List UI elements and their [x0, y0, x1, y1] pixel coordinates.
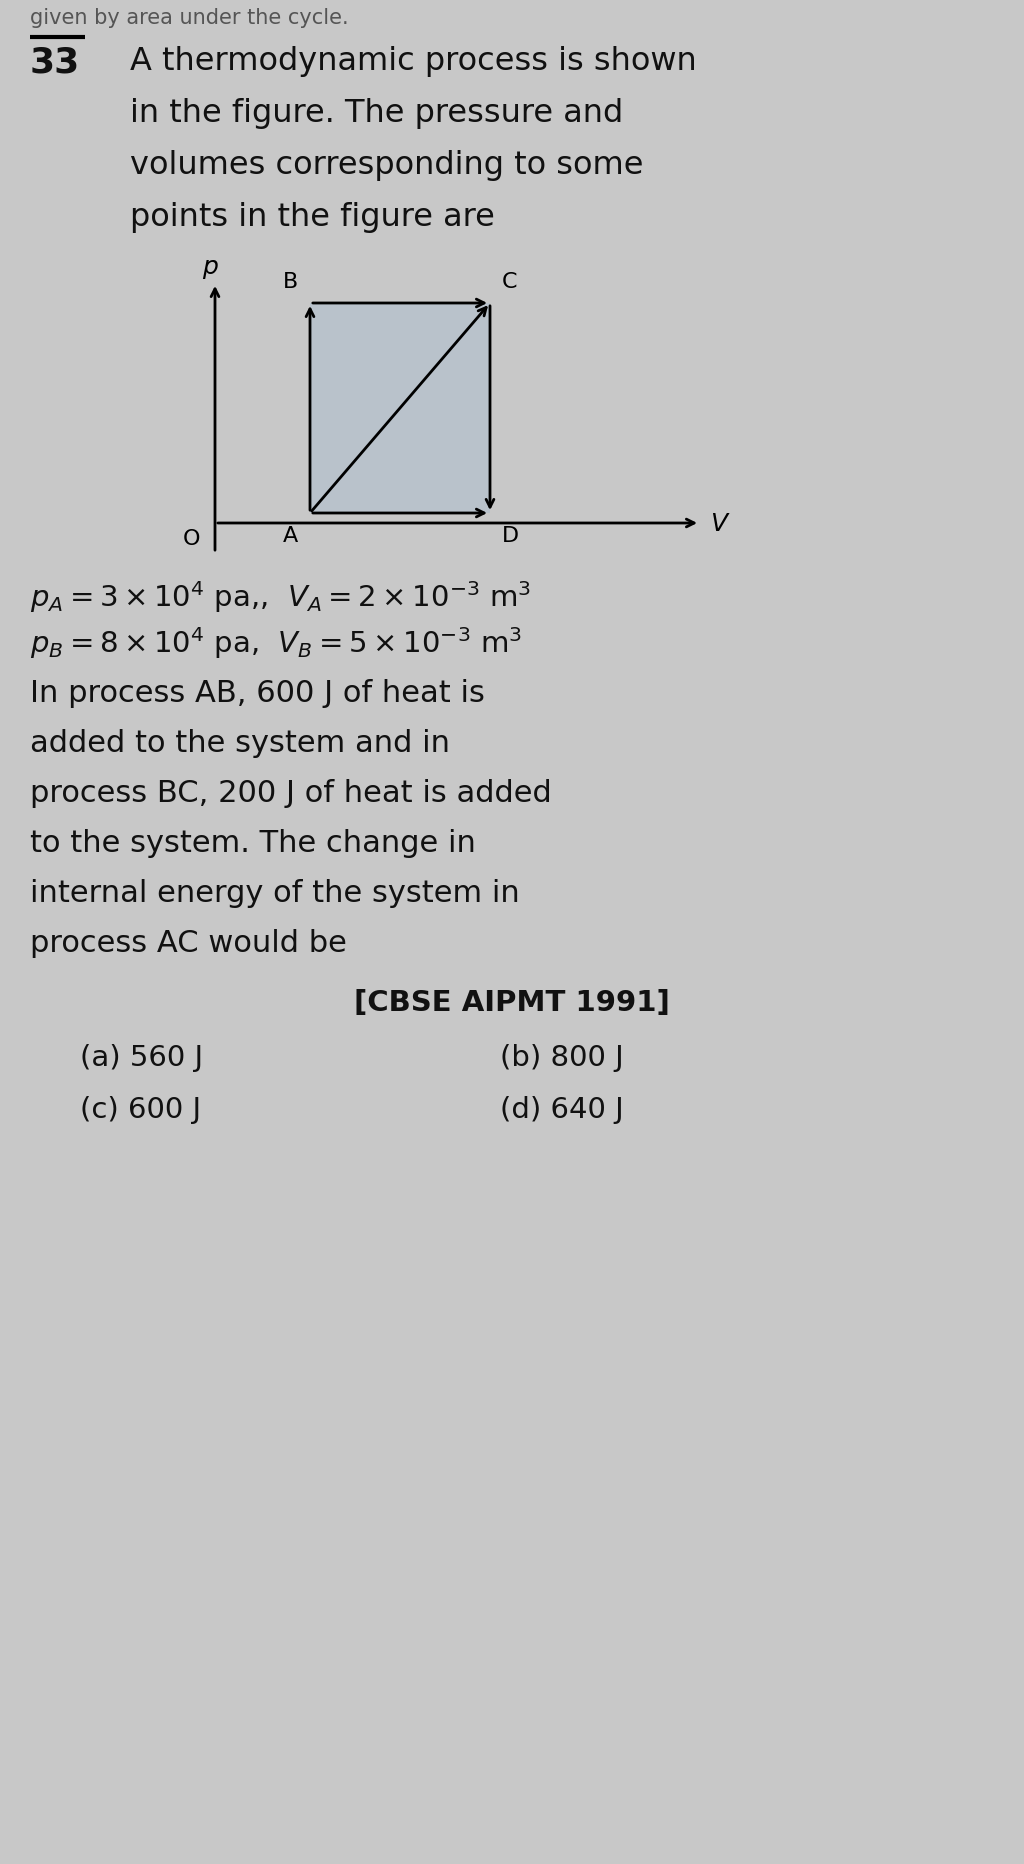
Text: V: V	[710, 513, 727, 535]
Text: 33: 33	[30, 47, 80, 80]
Text: p: p	[202, 255, 218, 280]
Text: added to the system and in: added to the system and in	[30, 729, 450, 757]
Text: (b) 800 J: (b) 800 J	[500, 1044, 624, 1072]
Text: process AC would be: process AC would be	[30, 928, 347, 958]
Text: in the figure. The pressure and: in the figure. The pressure and	[130, 99, 624, 129]
Text: (a) 560 J: (a) 560 J	[80, 1044, 203, 1072]
Text: D: D	[502, 526, 519, 546]
Text: O: O	[182, 529, 200, 548]
Text: B: B	[283, 272, 298, 293]
Text: process BC, 200 J of heat is added: process BC, 200 J of heat is added	[30, 779, 552, 807]
Text: A thermodynamic process is shown: A thermodynamic process is shown	[130, 47, 696, 76]
Text: $p_B =8\times10^4$ pa,  $V_B =5\times10^{-3}$ m$^3$: $p_B =8\times10^4$ pa, $V_B =5\times10^{…	[30, 624, 522, 660]
Text: points in the figure are: points in the figure are	[130, 201, 495, 233]
Text: volumes corresponding to some: volumes corresponding to some	[130, 149, 643, 181]
Text: (c) 600 J: (c) 600 J	[80, 1096, 201, 1124]
Text: internal energy of the system in: internal energy of the system in	[30, 878, 520, 908]
Text: to the system. The change in: to the system. The change in	[30, 829, 476, 857]
Text: C: C	[502, 272, 517, 293]
Text: $p_A =3\times10^4$ pa,,  $V_A =2\times10^{-3}$ m$^3$: $p_A =3\times10^4$ pa,, $V_A =2\times10^…	[30, 578, 531, 615]
Text: A: A	[283, 526, 298, 546]
Text: [CBSE AIPMT 1991]: [CBSE AIPMT 1991]	[354, 988, 670, 1016]
Text: (d) 640 J: (d) 640 J	[500, 1096, 624, 1124]
Text: given by area under the cycle.: given by area under the cycle.	[30, 7, 348, 28]
Polygon shape	[310, 304, 490, 514]
Text: In process AB, 600 J of heat is: In process AB, 600 J of heat is	[30, 678, 485, 708]
